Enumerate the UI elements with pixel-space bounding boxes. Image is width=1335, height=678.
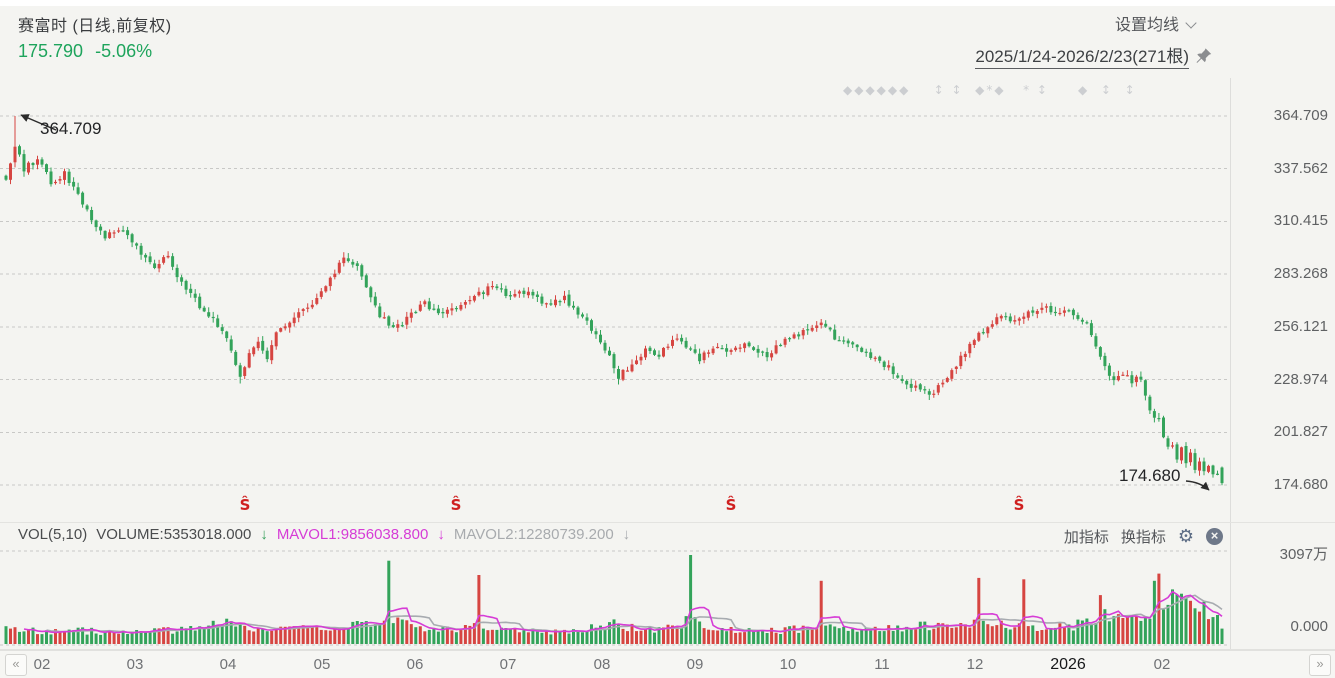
panel-divider (0, 522, 1335, 523)
close-panel-button[interactable]: × (1206, 528, 1223, 545)
month-label: 05 (313, 656, 331, 673)
watermark: ◆◆◆◆◆◆ ↕ ↕ ◆*◆ * ↕ ◆ ↕ ↕ (843, 83, 1137, 97)
month-label: 02 (33, 656, 51, 673)
month-label: 10 (779, 656, 797, 673)
dividend-marker-icon[interactable]: Ŝ (1013, 496, 1025, 514)
switch-indicator-button[interactable]: 换指标 (1120, 529, 1166, 546)
volume-axis-max: 3097万 (1279, 546, 1328, 563)
change-percent: -5.06% (95, 41, 153, 61)
mavol2-trend-down-icon: ↓ (622, 526, 631, 543)
mavol1-value: MAVOL1:9856038.800 (276, 526, 429, 543)
low-annotation: 174.680 (1119, 466, 1181, 485)
price-axis-label: 337.562 (1273, 160, 1328, 177)
volume-value: VOLUME:5353018.000 (96, 526, 252, 543)
volume-axis: 3097万 0.000 (1232, 0, 1335, 678)
month-label: 2026 (1050, 656, 1086, 673)
price-axis-label: 256.121 (1273, 318, 1328, 335)
price-bar: 175.790 -5.06% (18, 41, 152, 62)
date-range-link[interactable]: 2025/1/24-2026/2/23(271根) (975, 42, 1189, 69)
price-axis-label: 283.268 (1273, 265, 1328, 282)
settings-gear-icon[interactable]: ⚙ (1177, 525, 1194, 547)
pin-icon[interactable] (1195, 47, 1213, 65)
last-price: 175.790 (18, 41, 84, 61)
month-label: 06 (406, 656, 424, 673)
price-axis-label: 201.827 (1273, 423, 1328, 440)
volume-trend-down-icon: ↓ (260, 526, 268, 543)
mavol2-value: MAVOL2:12280739.200 (453, 526, 614, 543)
price-axis-label: 174.680 (1273, 476, 1328, 493)
price-axis: 364.709 337.562 310.415 283.268 256.121 228.9… (1232, 0, 1335, 678)
month-label: 03 (126, 656, 144, 673)
top-strip (0, 0, 1335, 6)
page-title: 赛富时 (日线,前复权) (18, 18, 172, 35)
vol-indicator-label[interactable]: VOL(5,10) (18, 526, 88, 543)
month-label: 02 (1153, 656, 1171, 673)
dividend-marker-icon[interactable]: Ŝ (725, 496, 737, 514)
month-label: 11 (874, 656, 890, 673)
time-axis: « » 02 03 04 05 06 07 08 09 10 11 12 2026 02 (0, 650, 1335, 678)
dividend-marker-icon[interactable]: Ŝ (450, 496, 462, 514)
month-label: 04 (219, 656, 237, 673)
date-range-row: 2025/1/24-2026/2/23(271根) (975, 42, 1213, 69)
price-axis-label: 310.415 (1273, 212, 1328, 229)
price-axis-label: 228.974 (1273, 371, 1328, 388)
chevron-down-icon (1185, 17, 1197, 29)
volume-axis-min: 0.000 (1290, 618, 1328, 635)
dividend-marker-icon[interactable]: Ŝ (239, 496, 251, 514)
next-page-button[interactable]: » (1309, 654, 1331, 676)
month-label: 07 (499, 656, 517, 673)
month-label: 12 (966, 656, 984, 673)
volume-header: VOL(5,10) VOLUME:5353018.000 ↓ MAVOL1:98… (0, 523, 1335, 549)
high-annotation: 364.709 (40, 119, 102, 138)
add-indicator-button[interactable]: 加指标 (1063, 529, 1109, 546)
ma-settings-button[interactable]: 设置均线 (1115, 11, 1197, 35)
prev-page-button[interactable]: « (5, 654, 27, 676)
mavol1-trend-down-icon: ↓ (437, 526, 445, 543)
month-label: 08 (593, 656, 611, 673)
month-label: 09 (686, 656, 704, 673)
price-axis-label: 364.709 (1273, 107, 1328, 124)
